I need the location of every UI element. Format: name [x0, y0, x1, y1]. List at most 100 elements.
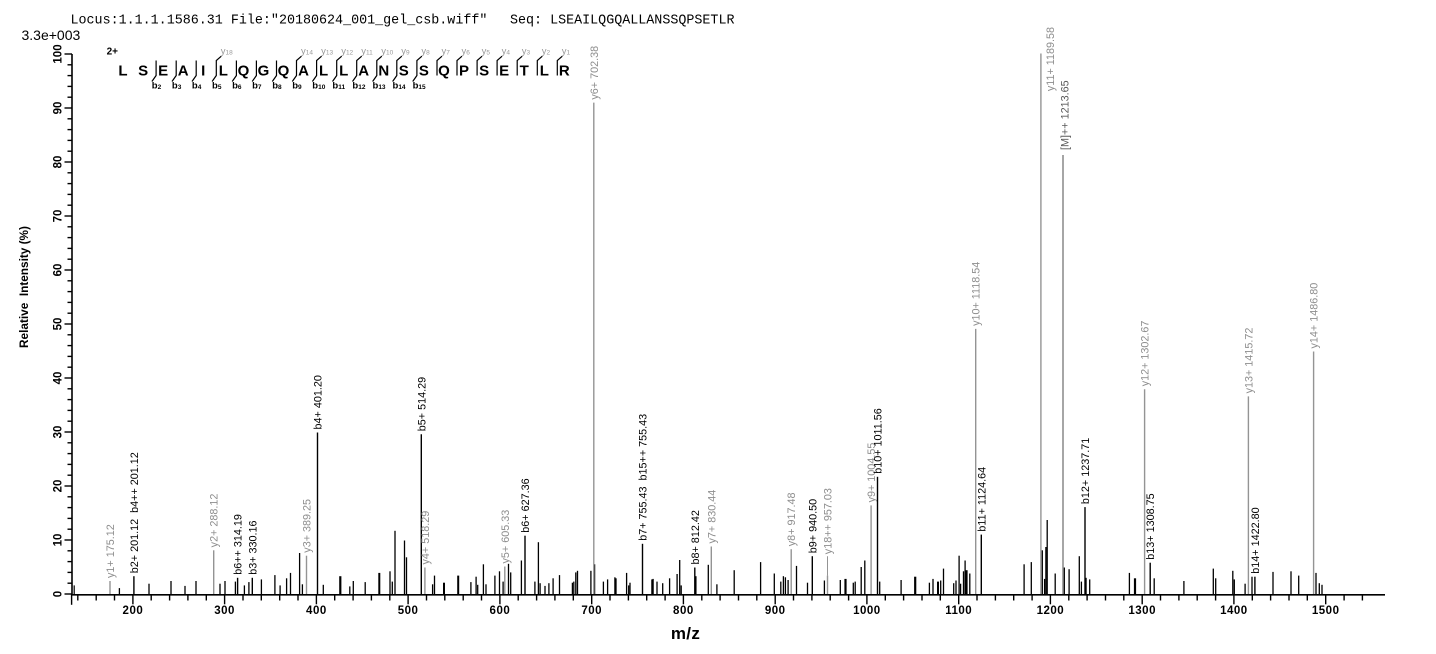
svg-text:100: 100	[53, 44, 65, 63]
svg-text:A: A	[178, 62, 189, 79]
svg-text:b7: b7	[252, 80, 262, 91]
svg-text:E: E	[499, 62, 509, 79]
svg-text:400: 400	[306, 605, 327, 617]
svg-text:b4: b4	[192, 80, 202, 91]
svg-text:y3: y3	[522, 46, 531, 57]
svg-text:10: 10	[53, 534, 65, 547]
svg-text:y2: y2	[542, 46, 551, 57]
svg-text:b13: b13	[373, 80, 386, 91]
svg-text:b6: b6	[232, 80, 242, 91]
svg-text:200: 200	[123, 605, 144, 617]
svg-text:b14: b14	[393, 80, 406, 91]
svg-text:b9+ 940.50: b9+ 940.50	[807, 499, 819, 553]
svg-text:b10+ 1011.56: b10+ 1011.56	[873, 408, 885, 474]
svg-text:1400: 1400	[1220, 605, 1248, 617]
svg-text:A: A	[358, 62, 369, 79]
svg-text:Seq: LSEAILQGQALLANSSQPSETLR: Seq: LSEAILQGQALLANSSQPSETLR	[510, 14, 734, 29]
svg-text:y6+ 702.38: y6+ 702.38	[589, 46, 601, 100]
svg-text:S: S	[138, 62, 148, 79]
svg-text:b3: b3	[172, 80, 182, 91]
svg-text:b8: b8	[272, 80, 282, 91]
svg-text:P: P	[459, 62, 469, 79]
svg-text:y1+ 175.12: y1+ 175.12	[105, 524, 117, 578]
svg-text:40: 40	[53, 372, 65, 385]
svg-text:I: I	[201, 62, 205, 79]
svg-text:b5+ 514.29: b5+ 514.29	[416, 377, 428, 431]
svg-text:900: 900	[765, 605, 786, 617]
svg-text:E: E	[158, 62, 168, 79]
svg-text:1300: 1300	[1128, 605, 1156, 617]
svg-text:A: A	[298, 62, 309, 79]
svg-text:y7+ 830.44: y7+ 830.44	[706, 490, 718, 544]
svg-text:Q: Q	[438, 62, 450, 79]
svg-text:1100: 1100	[945, 605, 972, 617]
svg-text:Q: Q	[278, 62, 290, 79]
svg-text:Relative Intensity (%): Relative Intensity (%)	[17, 226, 31, 348]
svg-text:b2: b2	[152, 80, 162, 91]
svg-text:y18: y18	[221, 46, 233, 57]
svg-text:b15: b15	[413, 80, 426, 91]
svg-text:b11+ 1124.64: b11+ 1124.64	[976, 467, 988, 532]
svg-text:2+: 2+	[107, 47, 119, 58]
svg-text:b9: b9	[292, 80, 302, 91]
svg-text:y5: y5	[482, 46, 491, 57]
svg-text:y12+ 1302.67: y12+ 1302.67	[1140, 321, 1152, 387]
svg-text:T: T	[520, 62, 529, 79]
svg-text:y13: y13	[321, 46, 333, 57]
svg-text:m/z: m/z	[671, 624, 700, 643]
svg-text:y13+ 1415.72: y13+ 1415.72	[1243, 328, 1255, 394]
svg-text:[M]++ 1213.65: [M]++ 1213.65	[1060, 80, 1072, 150]
svg-text:y14+ 1486.80: y14+ 1486.80	[1309, 283, 1321, 349]
svg-text:S: S	[479, 62, 489, 79]
svg-text:b7+ 755.43 b15++ 755.43: b7+ 755.43 b15++ 755.43	[638, 414, 650, 541]
svg-text:y2+ 288.12: y2+ 288.12	[209, 494, 221, 548]
svg-text:b6+ 627.36: b6+ 627.36	[520, 478, 532, 532]
svg-text:b5: b5	[212, 80, 222, 91]
svg-text:y11: y11	[361, 46, 373, 57]
svg-text:R: R	[559, 62, 570, 79]
svg-text:500: 500	[398, 605, 419, 617]
svg-text:80: 80	[53, 156, 65, 169]
svg-text:y9+ 1004.55: y9+ 1004.55	[866, 443, 878, 503]
svg-text:S: S	[399, 62, 409, 79]
svg-text:3.3e+003: 3.3e+003	[22, 27, 81, 43]
svg-text:b10: b10	[312, 80, 325, 91]
svg-text:L: L	[319, 62, 328, 79]
svg-text:Locus:1.1.1.1586.31 File:"2018: Locus:1.1.1.1586.31 File:"20180624_001_g…	[71, 14, 488, 29]
svg-text:y5+ 605.33: y5+ 605.33	[500, 510, 512, 564]
svg-text:20: 20	[53, 480, 65, 493]
svg-text:70: 70	[53, 210, 65, 223]
svg-text:y6: y6	[462, 46, 471, 57]
svg-text:y4+ 518.29: y4+ 518.29	[420, 511, 432, 565]
svg-text:y3+ 389.25: y3+ 389.25	[302, 499, 314, 553]
svg-text:b8+ 812.42: b8+ 812.42	[690, 510, 702, 564]
svg-text:b13+ 1308.75: b13+ 1308.75	[1145, 493, 1157, 559]
svg-text:G: G	[258, 62, 270, 79]
svg-text:y14: y14	[301, 46, 313, 57]
svg-text:700: 700	[581, 605, 602, 617]
svg-text:b12+ 1237.71: b12+ 1237.71	[1080, 438, 1092, 504]
svg-text:90: 90	[53, 102, 65, 115]
svg-text:30: 30	[53, 426, 65, 439]
svg-text:600: 600	[490, 605, 511, 617]
svg-text:y12: y12	[341, 46, 353, 57]
svg-text:b6++ 314.19: b6++ 314.19	[233, 514, 245, 575]
svg-text:Q: Q	[238, 62, 250, 79]
svg-text:b2+ 201.12 b4++ 201.12: b2+ 201.12 b4++ 201.12	[129, 452, 141, 573]
svg-text:0: 0	[53, 591, 65, 597]
svg-text:L: L	[219, 62, 228, 79]
svg-text:y11+ 1189.58: y11+ 1189.58	[1045, 27, 1057, 91]
svg-text:L: L	[540, 62, 549, 79]
svg-text:1000: 1000	[853, 605, 881, 617]
svg-text:N: N	[378, 62, 389, 79]
svg-text:y10+ 1118.54: y10+ 1118.54	[971, 262, 983, 326]
svg-text:300: 300	[214, 605, 235, 617]
svg-text:y8: y8	[421, 46, 430, 57]
svg-text:L: L	[339, 62, 348, 79]
svg-text:b3+ 330.16: b3+ 330.16	[247, 520, 259, 574]
svg-text:y1: y1	[562, 46, 571, 57]
svg-text:y8+ 917.48: y8+ 917.48	[786, 492, 798, 546]
svg-text:y9: y9	[401, 46, 410, 57]
svg-text:b12: b12	[352, 80, 365, 91]
svg-text:50: 50	[53, 318, 65, 331]
